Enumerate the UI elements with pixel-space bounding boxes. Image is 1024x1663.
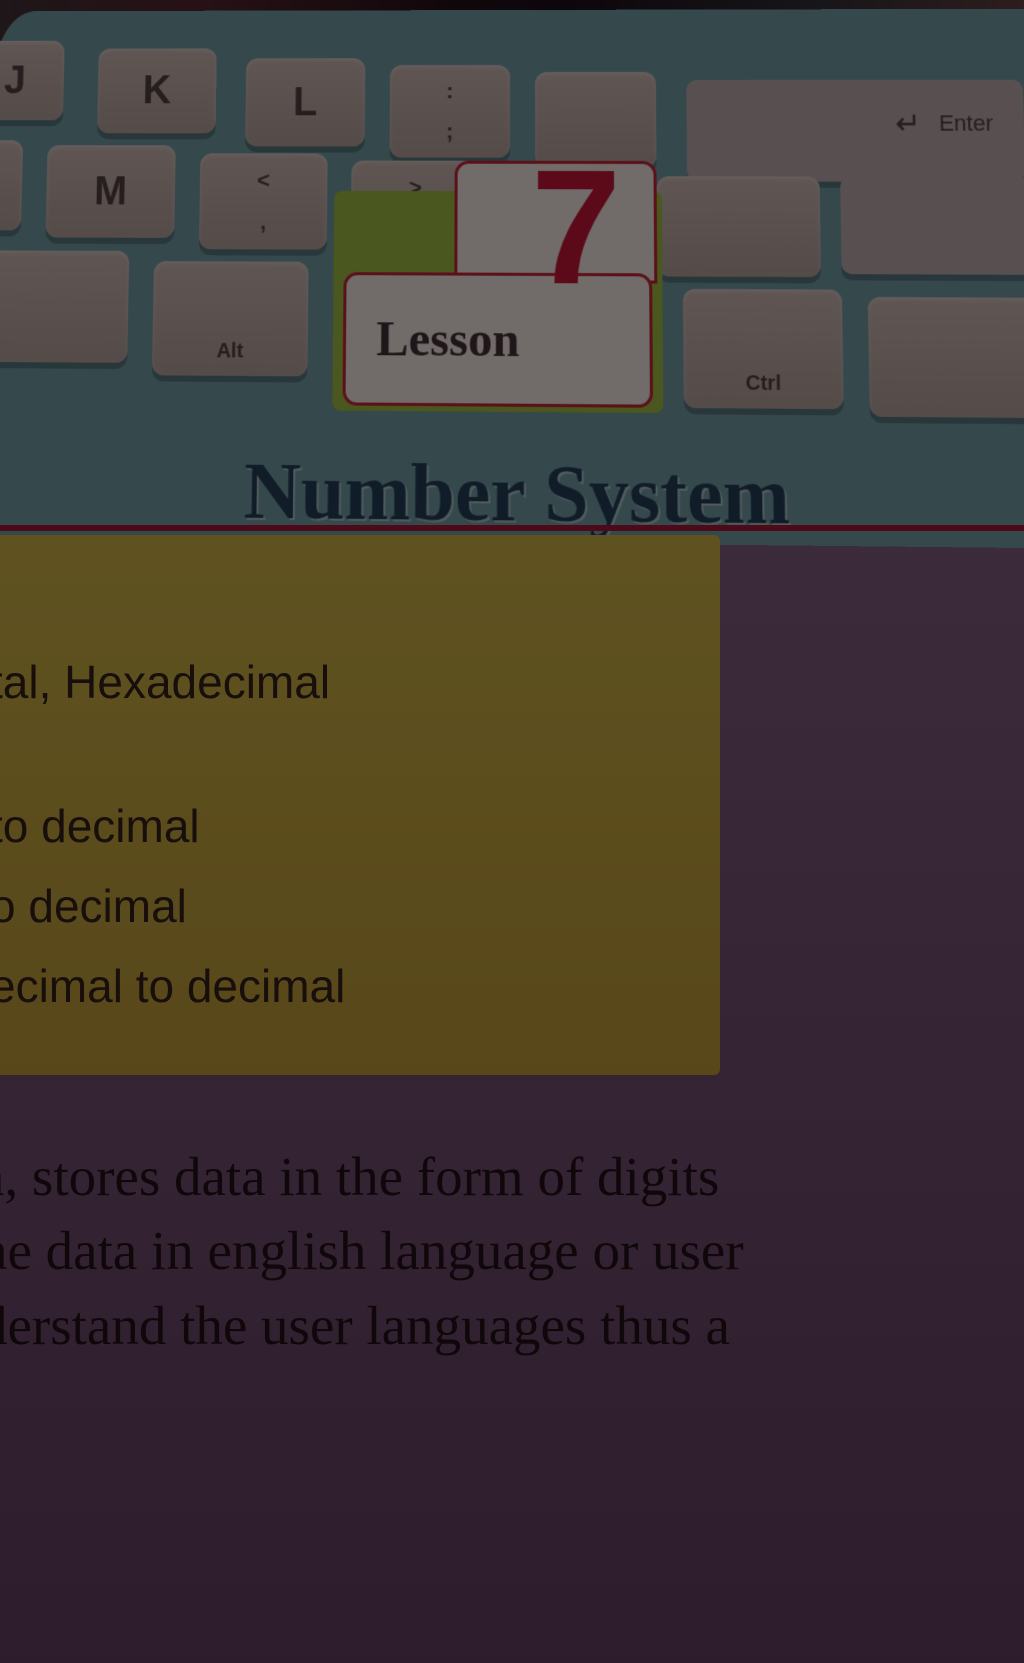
key-l: L <box>245 58 365 146</box>
key-shift-right <box>657 176 822 277</box>
enter-arrow-icon: ↵ <box>895 106 921 142</box>
objective-line: to decimal <box>0 799 710 853</box>
key-label: J <box>3 58 26 103</box>
key-j: J <box>0 41 65 120</box>
body-paragraph: a, stores data in the form of digits ne … <box>0 1140 1024 1363</box>
key-comma: < , <box>199 153 328 249</box>
key-k: K <box>97 48 217 133</box>
key-label: Alt <box>216 340 243 364</box>
key-right-partial <box>868 297 1024 418</box>
header-rule <box>0 525 1024 531</box>
objective-line: o decimal <box>0 879 710 933</box>
lesson-label: Lesson <box>376 311 519 368</box>
objective-line: tal, Hexadecimal <box>0 655 710 709</box>
key-semicolon: : ; <box>390 65 510 158</box>
objective-line: ecimal to decimal <box>0 959 710 1013</box>
body-line: a, stores data in the form of digits <box>0 1140 1024 1214</box>
key-label: K <box>142 68 171 113</box>
key-upper: : <box>446 80 453 102</box>
lesson-number: 7 <box>531 146 622 310</box>
body-line: ne data in english language or user <box>0 1214 1024 1288</box>
keyboard-header: J K L : ; Enter ↵ M < , > . <box>0 9 1024 549</box>
enter-label: Enter <box>939 110 994 137</box>
key-n-partial <box>0 140 23 230</box>
key-upper: < <box>257 169 270 191</box>
key-alt: Alt <box>152 261 309 376</box>
key-m: M <box>45 145 175 238</box>
key-label: L <box>293 80 318 125</box>
lesson-badge: Lesson 7 <box>332 191 663 413</box>
objectives-box: tal, Hexadecimal to decimal o decimal ec… <box>0 535 720 1075</box>
key-label: Ctrl <box>745 372 781 396</box>
body-line: derstand the user languages thus a <box>0 1289 1024 1363</box>
key-enter-bottom <box>840 177 1024 275</box>
key-space-partial-left <box>0 250 129 363</box>
key-enter-top: Enter ↵ <box>686 80 1024 182</box>
key-lower: , <box>260 211 266 233</box>
key-lower: ; <box>446 120 453 142</box>
key-ctrl: Ctrl <box>683 289 844 409</box>
key-label: M <box>94 169 128 214</box>
